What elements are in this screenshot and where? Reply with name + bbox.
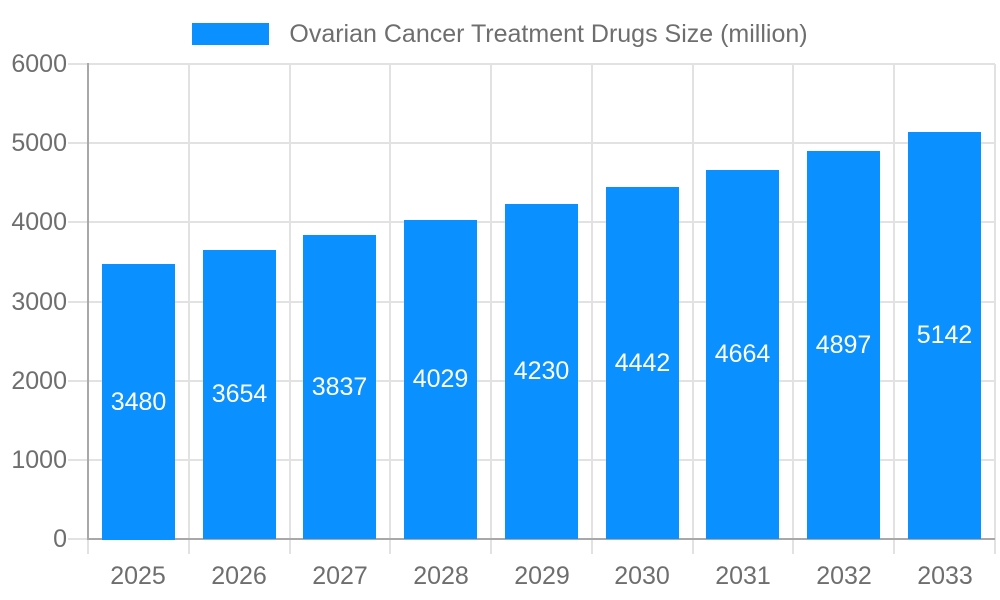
gridline-vertical <box>692 64 694 554</box>
gridline-vertical <box>893 64 895 554</box>
y-axis-tick-label: 6000 <box>11 50 67 78</box>
legend[interactable]: Ovarian Cancer Treatment Drugs Size (mil… <box>0 19 1000 48</box>
gridline-vertical <box>994 64 996 554</box>
bar-value-label: 4029 <box>412 365 469 393</box>
bar-value-label: 3480 <box>110 387 167 416</box>
bar[interactable]: 4029 <box>404 220 477 539</box>
gridline-vertical <box>289 64 291 554</box>
x-axis-tick-label: 2032 <box>816 562 872 590</box>
bar[interactable]: 3837 <box>303 235 376 539</box>
x-axis-tick-label: 2031 <box>715 562 771 590</box>
gridline-horizontal <box>68 63 995 65</box>
bar[interactable]: 3480 <box>102 264 175 540</box>
y-axis-tick-label: 1000 <box>11 446 67 474</box>
x-axis-line <box>87 538 995 540</box>
bar-value-label: 3654 <box>211 380 268 408</box>
bar[interactable]: 4230 <box>505 204 578 539</box>
x-axis-tick-label: 2028 <box>413 562 469 590</box>
bar[interactable]: 4664 <box>706 170 779 539</box>
legend-label: Ovarian Cancer Treatment Drugs Size (mil… <box>289 19 808 48</box>
gridline-vertical <box>792 64 794 554</box>
y-axis-tick-label: 0 <box>53 525 67 553</box>
x-axis-tick-label: 2026 <box>211 562 267 590</box>
bar[interactable]: 4442 <box>606 187 679 539</box>
y-axis-tick-label: 4000 <box>11 208 67 236</box>
x-axis-tick-label: 2025 <box>110 562 166 590</box>
gridline-vertical <box>389 64 391 554</box>
y-axis-tick-label: 2000 <box>11 367 67 395</box>
x-axis-tick-label: 2027 <box>312 562 368 590</box>
y-axis-tick-label: 3000 <box>11 288 67 316</box>
gridline-horizontal <box>68 142 995 144</box>
y-axis-line <box>87 63 89 540</box>
legend-swatch <box>192 23 270 45</box>
x-axis-tick-label: 2033 <box>917 562 973 590</box>
gridline-vertical <box>591 64 593 554</box>
bar-value-label: 4230 <box>513 357 570 385</box>
bar[interactable]: 5142 <box>908 132 981 539</box>
bar[interactable]: 3654 <box>203 250 276 539</box>
gridline-vertical <box>490 64 492 554</box>
gridline-vertical <box>188 64 190 554</box>
bar-value-label: 4664 <box>714 340 771 368</box>
bar-value-label: 3837 <box>311 372 368 401</box>
x-axis-tick-label: 2030 <box>614 562 670 590</box>
y-axis-tick-label: 5000 <box>11 129 67 157</box>
bar-value-label: 4897 <box>815 330 872 359</box>
bar[interactable]: 4897 <box>807 151 880 539</box>
x-axis-tick-label: 2029 <box>514 562 570 590</box>
bar-value-label: 5142 <box>916 321 973 349</box>
bar-value-label: 4442 <box>614 348 671 377</box>
